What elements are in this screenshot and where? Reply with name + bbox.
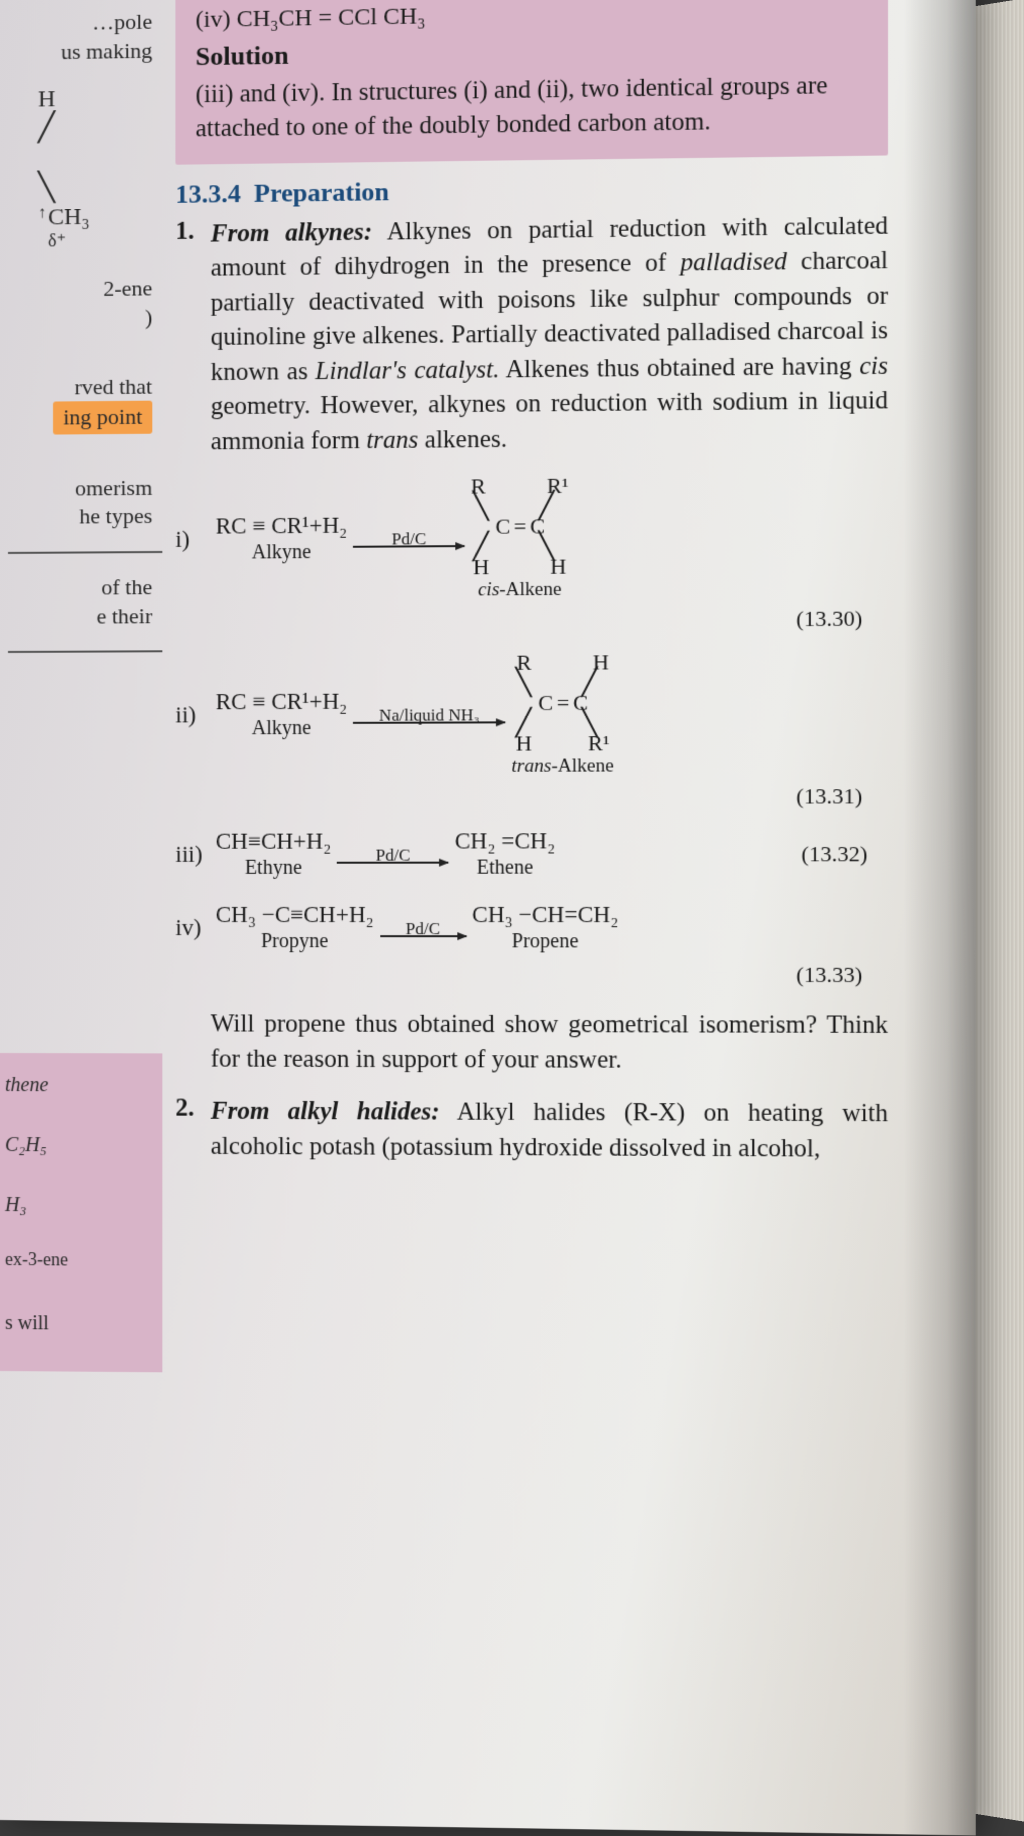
reaction-arrow: Pd/C <box>380 919 466 937</box>
highlight-marker: ing point <box>53 401 152 435</box>
divider <box>8 551 162 554</box>
reaction-1: i) RC ≡ CR¹+H₂ Alkyne Pd/C R R¹ ╲ ╱ C = … <box>175 472 888 601</box>
atom-label: R¹ <box>588 732 610 754</box>
product: CH₃ −CH=CH₂ Propene <box>472 902 618 954</box>
reactant-label: Propyne <box>261 930 328 953</box>
divider <box>8 650 162 653</box>
product-label: Ethene <box>477 857 533 880</box>
reactant-formula: RC ≡ CR¹+H₂ <box>216 513 348 540</box>
left-margin-column: …pole us making H ╱ ╲ ↑ CH₃ δ⁺ 2-ene ) r… <box>0 0 170 1823</box>
textbook-page: …pole us making H ╱ ╲ ↑ CH₃ δ⁺ 2-ene ) r… <box>0 0 976 1836</box>
left-pink-box: thene C₂H₅ H₃ ex-3-ene s will <box>0 1053 162 1372</box>
reaction-arrow: Pd/C <box>353 528 465 547</box>
pink-fragment: s will <box>5 1312 152 1336</box>
reaction-arrow: Na/liquid NH₃ <box>353 705 505 724</box>
molecule-diagram-fragment: H ╱ ╲ ↑ CH₃ δ⁺ <box>8 85 162 251</box>
solution-formula: (iv) CH₃CH = CCl CH₃ <box>196 0 868 34</box>
pink-fragment: thene <box>5 1074 152 1097</box>
reaction-roman: i) <box>175 526 215 552</box>
fragment-text: he types <box>8 502 152 532</box>
fragment-text: of the <box>8 573 152 602</box>
left-fragment: rved that ing point <box>8 372 162 435</box>
fragment-text: rved that <box>8 372 152 402</box>
product-label: trans-Alkene <box>512 756 614 775</box>
reaction-4: iv) CH₃ −C≡CH+H₂ Propyne Pd/C CH₃ −CH=CH… <box>175 902 888 954</box>
product-formula: CH₂ =CH₂ <box>455 828 555 854</box>
body-text: Alkynes on partial reduction with calcul… <box>211 212 888 455</box>
list-number: 2. <box>175 1095 210 1164</box>
run-in-heading: From alkyl halides: <box>211 1098 440 1126</box>
fragment-text: 2-ene <box>8 275 152 305</box>
fragment-text: e their <box>8 602 152 631</box>
equation-number: (13.30) <box>175 605 862 635</box>
diagram-atom: H <box>38 85 162 113</box>
reactant: CH₃ −C≡CH+H₂ Propyne <box>216 902 374 953</box>
equation-number: (13.32) <box>801 840 888 866</box>
left-fragment: omerism he types <box>8 474 162 532</box>
left-fragment: 2-ene ) <box>8 275 162 334</box>
fragment-text: ) <box>8 303 152 333</box>
pink-fragment: H₃ <box>5 1194 152 1218</box>
arrow-line <box>353 721 505 724</box>
list-number: 1. <box>175 217 210 460</box>
list-item-1: 1. From alkynes: Alkynes on partial redu… <box>175 209 888 460</box>
reactant: CH≡CH+H₂ Ethyne <box>216 829 332 880</box>
pink-fragment: C₂H₅ <box>5 1134 152 1158</box>
page-curl-shadow <box>903 0 975 1836</box>
product-structure: R R¹ ╲ ╱ C = C ╱ ╲ H H cis-Alkene <box>471 475 569 600</box>
fragment-text: omerism <box>8 474 152 504</box>
section-title: Preparation <box>254 177 389 208</box>
diagram-atom: CH₃ <box>48 204 90 231</box>
product-label: cis-Alkene <box>478 580 562 600</box>
reactant: RC ≡ CR¹+H₂ Alkyne <box>216 513 348 565</box>
reactant-formula: RC ≡ CR¹+H₂ <box>216 689 348 716</box>
fragment-text: us making <box>8 36 152 67</box>
reaction-3: iii) CH≡CH+H₂ Ethyne Pd/C CH₂ =CH₂ Ethen… <box>175 828 888 880</box>
equation-number: (13.31) <box>175 783 862 811</box>
body-paragraph: From alkyl halides: Alkyl halides (R-X) … <box>211 1095 888 1167</box>
arrow-line <box>380 935 466 937</box>
run-in-heading: From alkynes: <box>211 218 373 247</box>
arrow-line <box>337 861 448 863</box>
pink-fragment: ex-3-ene <box>5 1249 152 1271</box>
atom-label: H <box>550 556 566 578</box>
fragment-text: …pole <box>8 8 152 39</box>
reactant-label: Alkyne <box>252 717 311 740</box>
solution-box: (iv) CH₃CH = CCl CH₃ Solution (iii) and … <box>175 0 888 164</box>
reaction-roman: iv) <box>175 915 215 941</box>
reactant-label: Ethyne <box>245 857 302 880</box>
reaction-roman: iii) <box>175 841 215 867</box>
reactant-formula: CH₃ −C≡CH+H₂ <box>216 902 374 928</box>
solution-heading: Solution <box>196 32 868 72</box>
left-fragment: of the e their <box>8 573 162 631</box>
atom-label: H <box>516 732 532 754</box>
reactant: RC ≡ CR¹+H₂ Alkyne <box>216 689 348 741</box>
atom-label: H <box>473 556 489 578</box>
arrow-line <box>353 545 465 548</box>
diagram-charge: δ⁺ <box>38 230 162 251</box>
diagram-arrow: ↑ <box>38 205 46 223</box>
left-fragment: …pole us making <box>8 7 162 67</box>
product: CH₂ =CH₂ Ethene <box>455 828 555 880</box>
reaction-2: ii) RC ≡ CR¹+H₂ Alkyne Na/liquid NH₃ R H… <box>175 650 888 777</box>
main-content: (iv) CH₃CH = CCl CH₃ Solution (iii) and … <box>175 0 898 1167</box>
product-label: Propene <box>512 930 579 953</box>
reactant-label: Alkyne <box>252 541 311 564</box>
reaction-roman: ii) <box>175 702 215 728</box>
section-number: 13.3.4 <box>175 178 240 208</box>
reactant-formula: CH≡CH+H₂ <box>216 829 332 855</box>
list-item-2: 2. From alkyl halides: Alkyl halides (R-… <box>175 1095 888 1167</box>
equation-number: (13.33) <box>175 961 862 988</box>
question-paragraph: Will propene thus obtained show geometri… <box>211 1007 888 1078</box>
solution-text: (iii) and (iv). In structures (i) and (i… <box>196 68 868 145</box>
reaction-arrow: Pd/C <box>337 845 448 863</box>
product-formula: CH₃ −CH=CH₂ <box>472 902 618 928</box>
product-structure: R H ╲ ╱ C = C ╱ ╲ H R¹ trans-Alkene <box>512 651 614 776</box>
body-paragraph: From alkynes: Alkynes on partial reducti… <box>211 209 888 460</box>
section-heading: 13.3.4 Preparation <box>175 170 888 209</box>
